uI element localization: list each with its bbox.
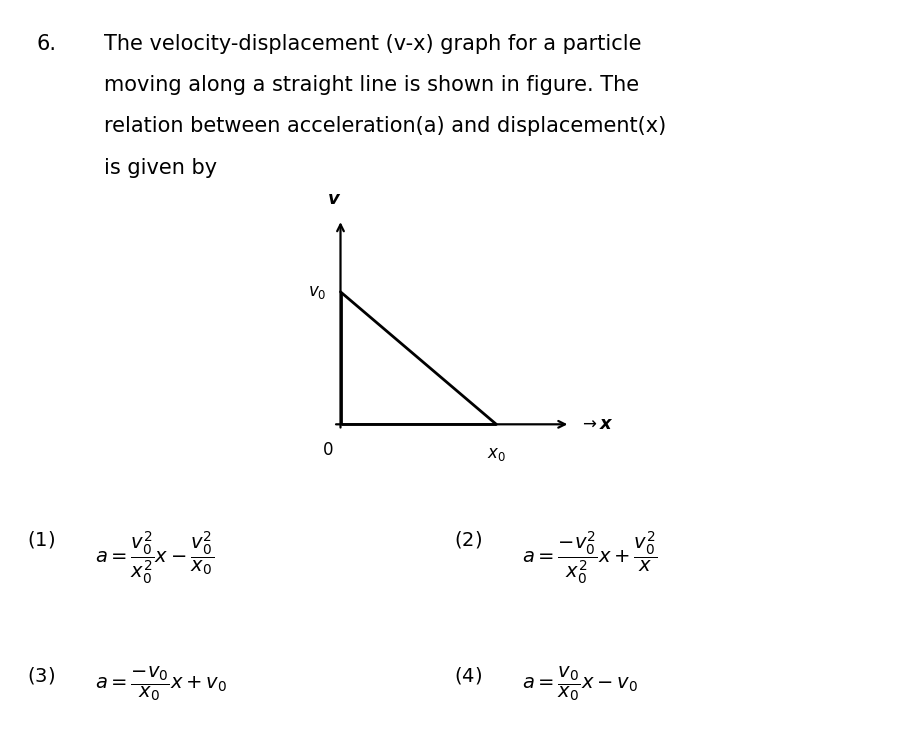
Text: The velocity-displacement (v-x) graph for a particle: The velocity-displacement (v-x) graph fo… xyxy=(104,34,642,54)
Text: $a = \dfrac{-v_0}{x_0}x + v_0$: $a = \dfrac{-v_0}{x_0}x + v_0$ xyxy=(95,665,228,703)
Text: $(4)$: $(4)$ xyxy=(454,665,482,686)
Text: $v_0$: $v_0$ xyxy=(308,283,326,301)
Text: $x_0$: $x_0$ xyxy=(487,445,506,463)
Text: $a = \dfrac{v_0}{x_0}x - v_0$: $a = \dfrac{v_0}{x_0}x - v_0$ xyxy=(522,665,638,703)
Text: →: → xyxy=(582,415,596,433)
Text: x: x xyxy=(600,415,612,433)
Text: $a = \dfrac{v_0^2}{x_0^2}x - \dfrac{v_0^2}{x_0}$: $a = \dfrac{v_0^2}{x_0^2}x - \dfrac{v_0^… xyxy=(95,529,214,586)
Text: $(3)$: $(3)$ xyxy=(27,665,55,686)
Text: 6.: 6. xyxy=(36,34,56,54)
Text: is given by: is given by xyxy=(104,158,218,178)
Text: v: v xyxy=(328,190,339,208)
Text: $(1)$: $(1)$ xyxy=(27,529,55,550)
Text: relation between acceleration(a) and displacement(x): relation between acceleration(a) and dis… xyxy=(104,116,666,137)
Text: moving along a straight line is shown in figure. The: moving along a straight line is shown in… xyxy=(104,75,639,95)
Text: 0: 0 xyxy=(322,441,333,459)
Text: $(2)$: $(2)$ xyxy=(454,529,482,550)
Text: $a = \dfrac{-v_0^2}{x_0^2}x + \dfrac{v_0^2}{x}$: $a = \dfrac{-v_0^2}{x_0^2}x + \dfrac{v_0… xyxy=(522,529,657,586)
